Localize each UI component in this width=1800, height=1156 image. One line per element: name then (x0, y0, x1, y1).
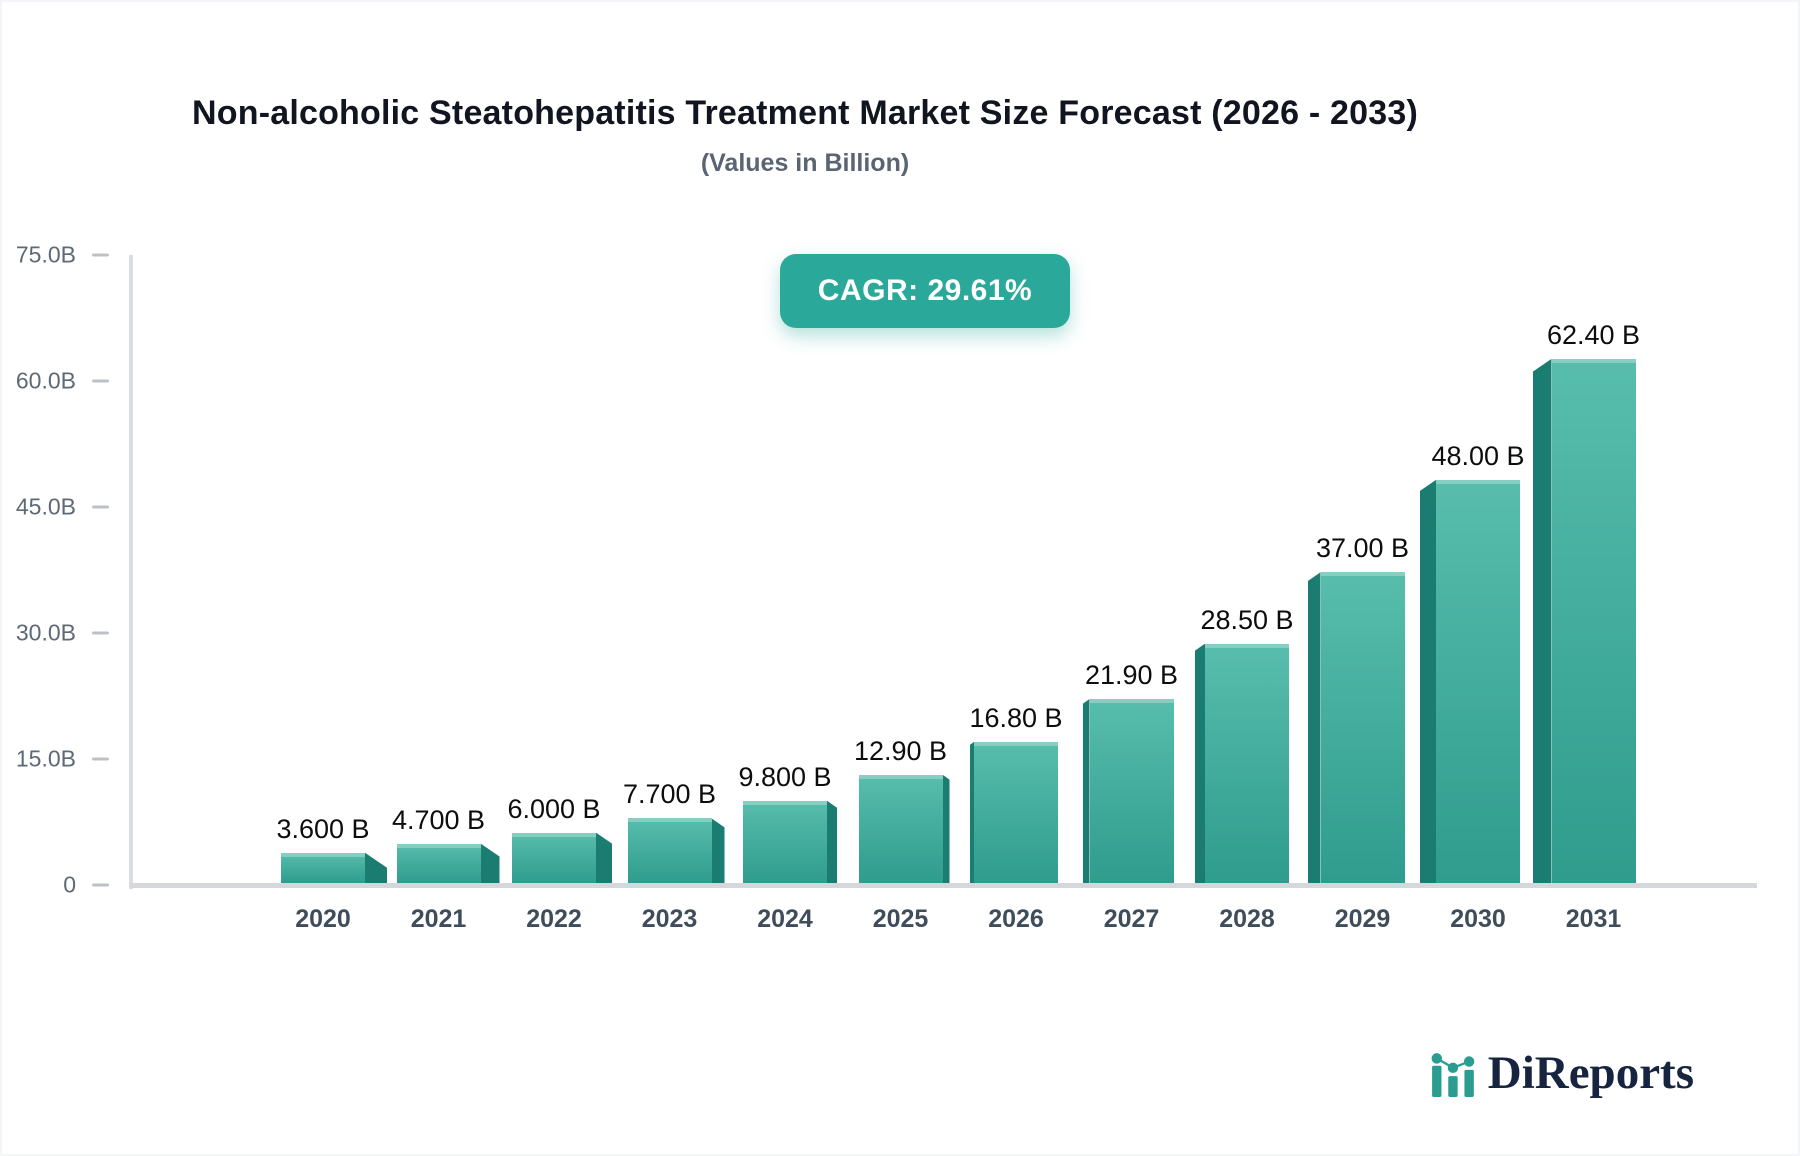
bar-2031 (1532, 358, 1636, 883)
bar-2020 (281, 852, 387, 883)
bar-side-face (942, 774, 950, 883)
y-tick-mark (92, 757, 109, 761)
bar-side-face (480, 843, 500, 883)
bar-value-label: 16.80 B (969, 702, 1063, 733)
y-axis-line (129, 255, 133, 889)
x-tick-label-2020: 2020 (295, 905, 351, 933)
bar-value-label: 48.00 B (1431, 440, 1525, 471)
bar-front-face (281, 852, 365, 883)
x-tick-label-2027: 2027 (1103, 905, 1160, 933)
x-tick-label-2029: 2029 (1334, 905, 1391, 933)
y-tick-label: 30.0B (15, 619, 76, 646)
bar-side-face (970, 741, 974, 883)
cagr-badge: CAGR: 29.61% (780, 254, 1070, 328)
chart-header: Non-alcoholic Steatohepatitis Treatment … (0, 0, 1610, 178)
y-tick-mark (92, 505, 109, 509)
bar-2023 (627, 818, 725, 883)
bar-value-label: 3.600 B (276, 813, 370, 844)
bar-front-face (743, 800, 827, 883)
bar-2022 (512, 832, 612, 883)
bar-front-face (974, 741, 1058, 883)
bar-value-label: 12.90 B (853, 735, 948, 766)
bar-side-face (1195, 643, 1205, 883)
bar-value-label: 4.700 B (391, 804, 486, 835)
bar-value-label: 7.700 B (622, 779, 717, 810)
bar-value-label: 62.40 B (1546, 319, 1641, 350)
y-tick-label: 0 (63, 871, 76, 898)
y-tick-label: 75.0B (15, 241, 76, 268)
bar-value-label: 28.50 B (1200, 604, 1294, 635)
bar-value-label: 37.00 B (1315, 533, 1410, 564)
y-tick-mark (92, 883, 109, 887)
bar-front-face (1551, 358, 1636, 883)
bar-side-face (1082, 699, 1090, 883)
bar-2021 (396, 843, 500, 883)
x-tick-label-2021: 2021 (410, 905, 467, 933)
bar-value-label: 6.000 B (507, 793, 601, 824)
bar-front-face (1436, 479, 1520, 883)
bar-side-face (827, 800, 837, 883)
bar-value-label: 21.90 B (1084, 660, 1179, 691)
bar-front-face (512, 832, 596, 883)
x-tick-label-2024: 2024 (757, 905, 813, 933)
x-tick-label-2022: 2022 (526, 905, 582, 933)
x-tick-label-2023: 2023 (641, 905, 698, 933)
chart-title: Non-alcoholic Steatohepatitis Treatment … (192, 94, 1418, 132)
bar-2030 (1420, 479, 1520, 883)
x-tick-label-2025: 2025 (872, 905, 929, 933)
bar-2026 (970, 741, 1058, 883)
x-tick-label-2028: 2028 (1219, 905, 1275, 933)
y-tick-label: 15.0B (15, 745, 76, 772)
brand-logo[interactable]: DiReports (1430, 1046, 1694, 1100)
brand-name: DiReports (1487, 1047, 1694, 1099)
bar-side-face (365, 852, 387, 883)
bar-value-label: 9.800 B (738, 761, 832, 792)
bar-side-face (1532, 358, 1552, 883)
y-tick-mark (92, 631, 109, 635)
bar-front-face (396, 843, 481, 883)
bar-2029 (1307, 572, 1405, 883)
x-axis-baseline (129, 883, 1757, 888)
bar-front-face (858, 774, 943, 883)
x-tick-label-2031: 2031 (1565, 905, 1622, 933)
y-tick-mark (92, 253, 109, 257)
bar-front-face (1089, 699, 1174, 883)
bar-2025 (858, 774, 950, 883)
bar-side-face (711, 818, 725, 883)
bar-2028 (1195, 643, 1289, 883)
y-tick-label: 45.0B (15, 493, 76, 520)
chart-subtitle: (Values in Billion) (700, 149, 910, 177)
bar-front-face (627, 818, 712, 883)
y-tick-mark (92, 379, 109, 383)
bar-front-face (1205, 643, 1289, 883)
plot-area: 75.0B 60.0B 45.0B 30.0B 15.0B 0 3.600 B 2020 4.7… (16, 242, 1757, 933)
x-tick-label-2030: 2030 (1450, 905, 1506, 933)
cagr-badge-label: CAGR: 29.61% (817, 274, 1033, 307)
bar-side-face (1307, 572, 1321, 883)
bar-2024 (743, 800, 837, 883)
bar-side-face (1420, 479, 1436, 883)
bar-side-face (596, 832, 612, 883)
bar-2027 (1082, 699, 1174, 883)
y-tick-label: 60.0B (15, 367, 76, 394)
bar-chart-sparkline-icon (1431, 1053, 1475, 1097)
bar-front-face (1320, 572, 1405, 883)
x-tick-label-2026: 2026 (988, 905, 1044, 933)
